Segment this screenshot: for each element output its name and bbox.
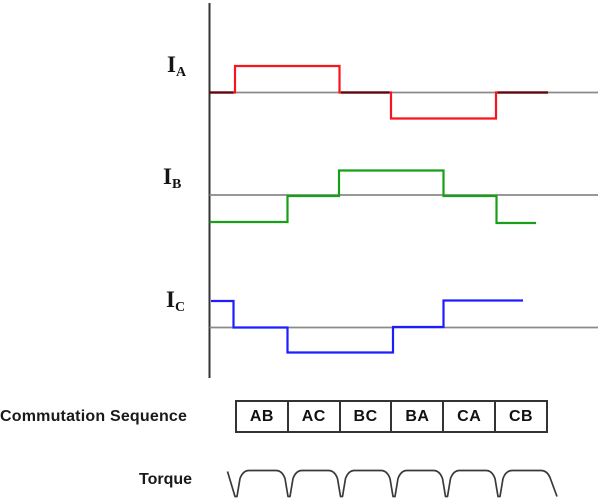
phase-a-label: IA [167,53,186,80]
phase-b-waveform [209,169,536,225]
phase-b-label: IB [163,165,181,192]
phase-a-label-sub: A [175,65,187,80]
phase-b-label-main: I [163,164,172,189]
phase-c-waveform [211,299,523,354]
phase-b-label-sub: B [171,177,182,192]
phase-c-label-main: I [166,287,175,312]
phase-c-label: IC [166,288,185,315]
sequence-cell-ab: AB [249,407,274,425]
phase-a-label-main: I [167,52,176,77]
sequence-cell-bc: BC [338,402,391,431]
sequence-cell-ca: CA [442,402,494,431]
torque-waveform [226,469,558,498]
commutation-sequence-table: AB AC BC BA CA CB [235,400,548,433]
commutation-sequence-label: Commutation Sequence [0,408,188,425]
phase-c-label-sub: C [174,300,186,315]
sequence-cell-ac: AC [286,402,339,431]
torque-label: Torque [139,471,193,488]
sequence-cell-cb: CB [494,402,546,431]
sequence-cell-ba: BA [390,402,442,431]
